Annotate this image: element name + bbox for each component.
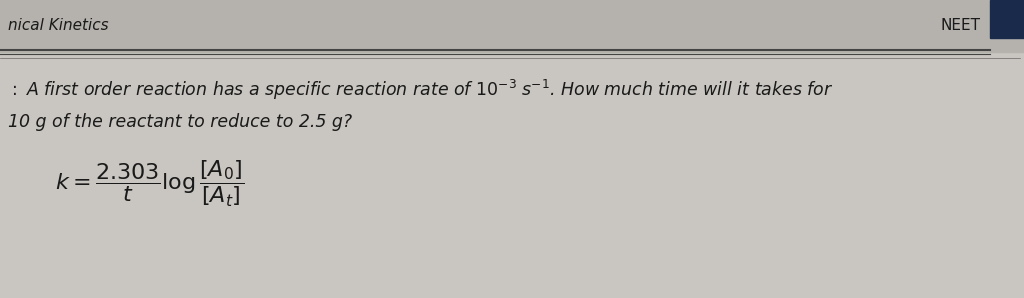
Bar — [0, 0, 1024, 52]
Bar — [0, 52, 1024, 298]
Bar — [990, 0, 1024, 38]
Text: $:$ A first order reaction has a specific reaction rate of $10^{-3}$ s$^{-1}$. H: $:$ A first order reaction has a specifi… — [8, 78, 834, 102]
Text: $k = \dfrac{2.303}{t}\log\dfrac{[A_0]}{[A_t]}$: $k = \dfrac{2.303}{t}\log\dfrac{[A_0]}{[… — [55, 159, 245, 209]
Text: nical Kinetics: nical Kinetics — [8, 18, 109, 33]
Text: 10 g of the reactant to reduce to 2.5 g?: 10 g of the reactant to reduce to 2.5 g? — [8, 113, 352, 131]
Text: NEET: NEET — [940, 18, 980, 33]
